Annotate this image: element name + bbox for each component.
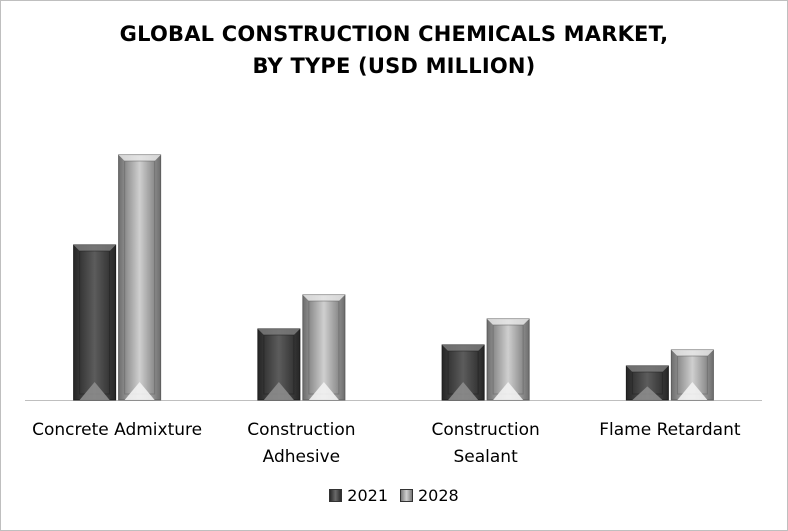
chart-title-line-1: GLOBAL CONSTRUCTION CHEMICALS MARKET, bbox=[119, 22, 669, 46]
legend-label-2021: 2021 bbox=[347, 486, 388, 505]
category-label-line: Flame Retardant bbox=[599, 420, 741, 440]
category-label-2: Construction Adhesive bbox=[201, 417, 401, 471]
bar-2021-3 bbox=[441, 344, 485, 401]
category-label-line: Concrete Admixture bbox=[32, 420, 203, 440]
chart-title: GLOBAL CONSTRUCTION CHEMICALS MARKET, BY… bbox=[0, 18, 788, 82]
chart-title-line-2: BY TYPE (USD MILLION) bbox=[252, 54, 536, 78]
category-label-line: Construction bbox=[247, 420, 356, 440]
category-label-line: Adhesive bbox=[262, 447, 341, 467]
legend-swatch-2021 bbox=[329, 489, 343, 502]
bar-2028-4 bbox=[670, 349, 714, 401]
legend-item-2028: 2028 bbox=[400, 486, 459, 505]
bar-2021-2 bbox=[257, 328, 301, 401]
bar-2028-2 bbox=[302, 294, 346, 401]
bar-2028-1 bbox=[118, 154, 162, 401]
legend-swatch-2028 bbox=[400, 489, 413, 502]
category-label-1: Concrete Admixture bbox=[17, 417, 217, 444]
bar-2028-3 bbox=[486, 318, 530, 401]
legend-item-2021: 2021 bbox=[329, 486, 388, 505]
category-label-line: Construction bbox=[431, 420, 540, 440]
legend: 2021 2028 bbox=[0, 486, 788, 505]
category-label-3: Construction Sealant bbox=[386, 417, 586, 471]
category-label-4: Flame Retardant bbox=[570, 417, 770, 444]
bar-2021-1 bbox=[73, 244, 117, 401]
legend-label-2028: 2028 bbox=[418, 486, 459, 505]
category-label-line: Sealant bbox=[453, 447, 518, 467]
bar-2021-4 bbox=[625, 365, 669, 401]
